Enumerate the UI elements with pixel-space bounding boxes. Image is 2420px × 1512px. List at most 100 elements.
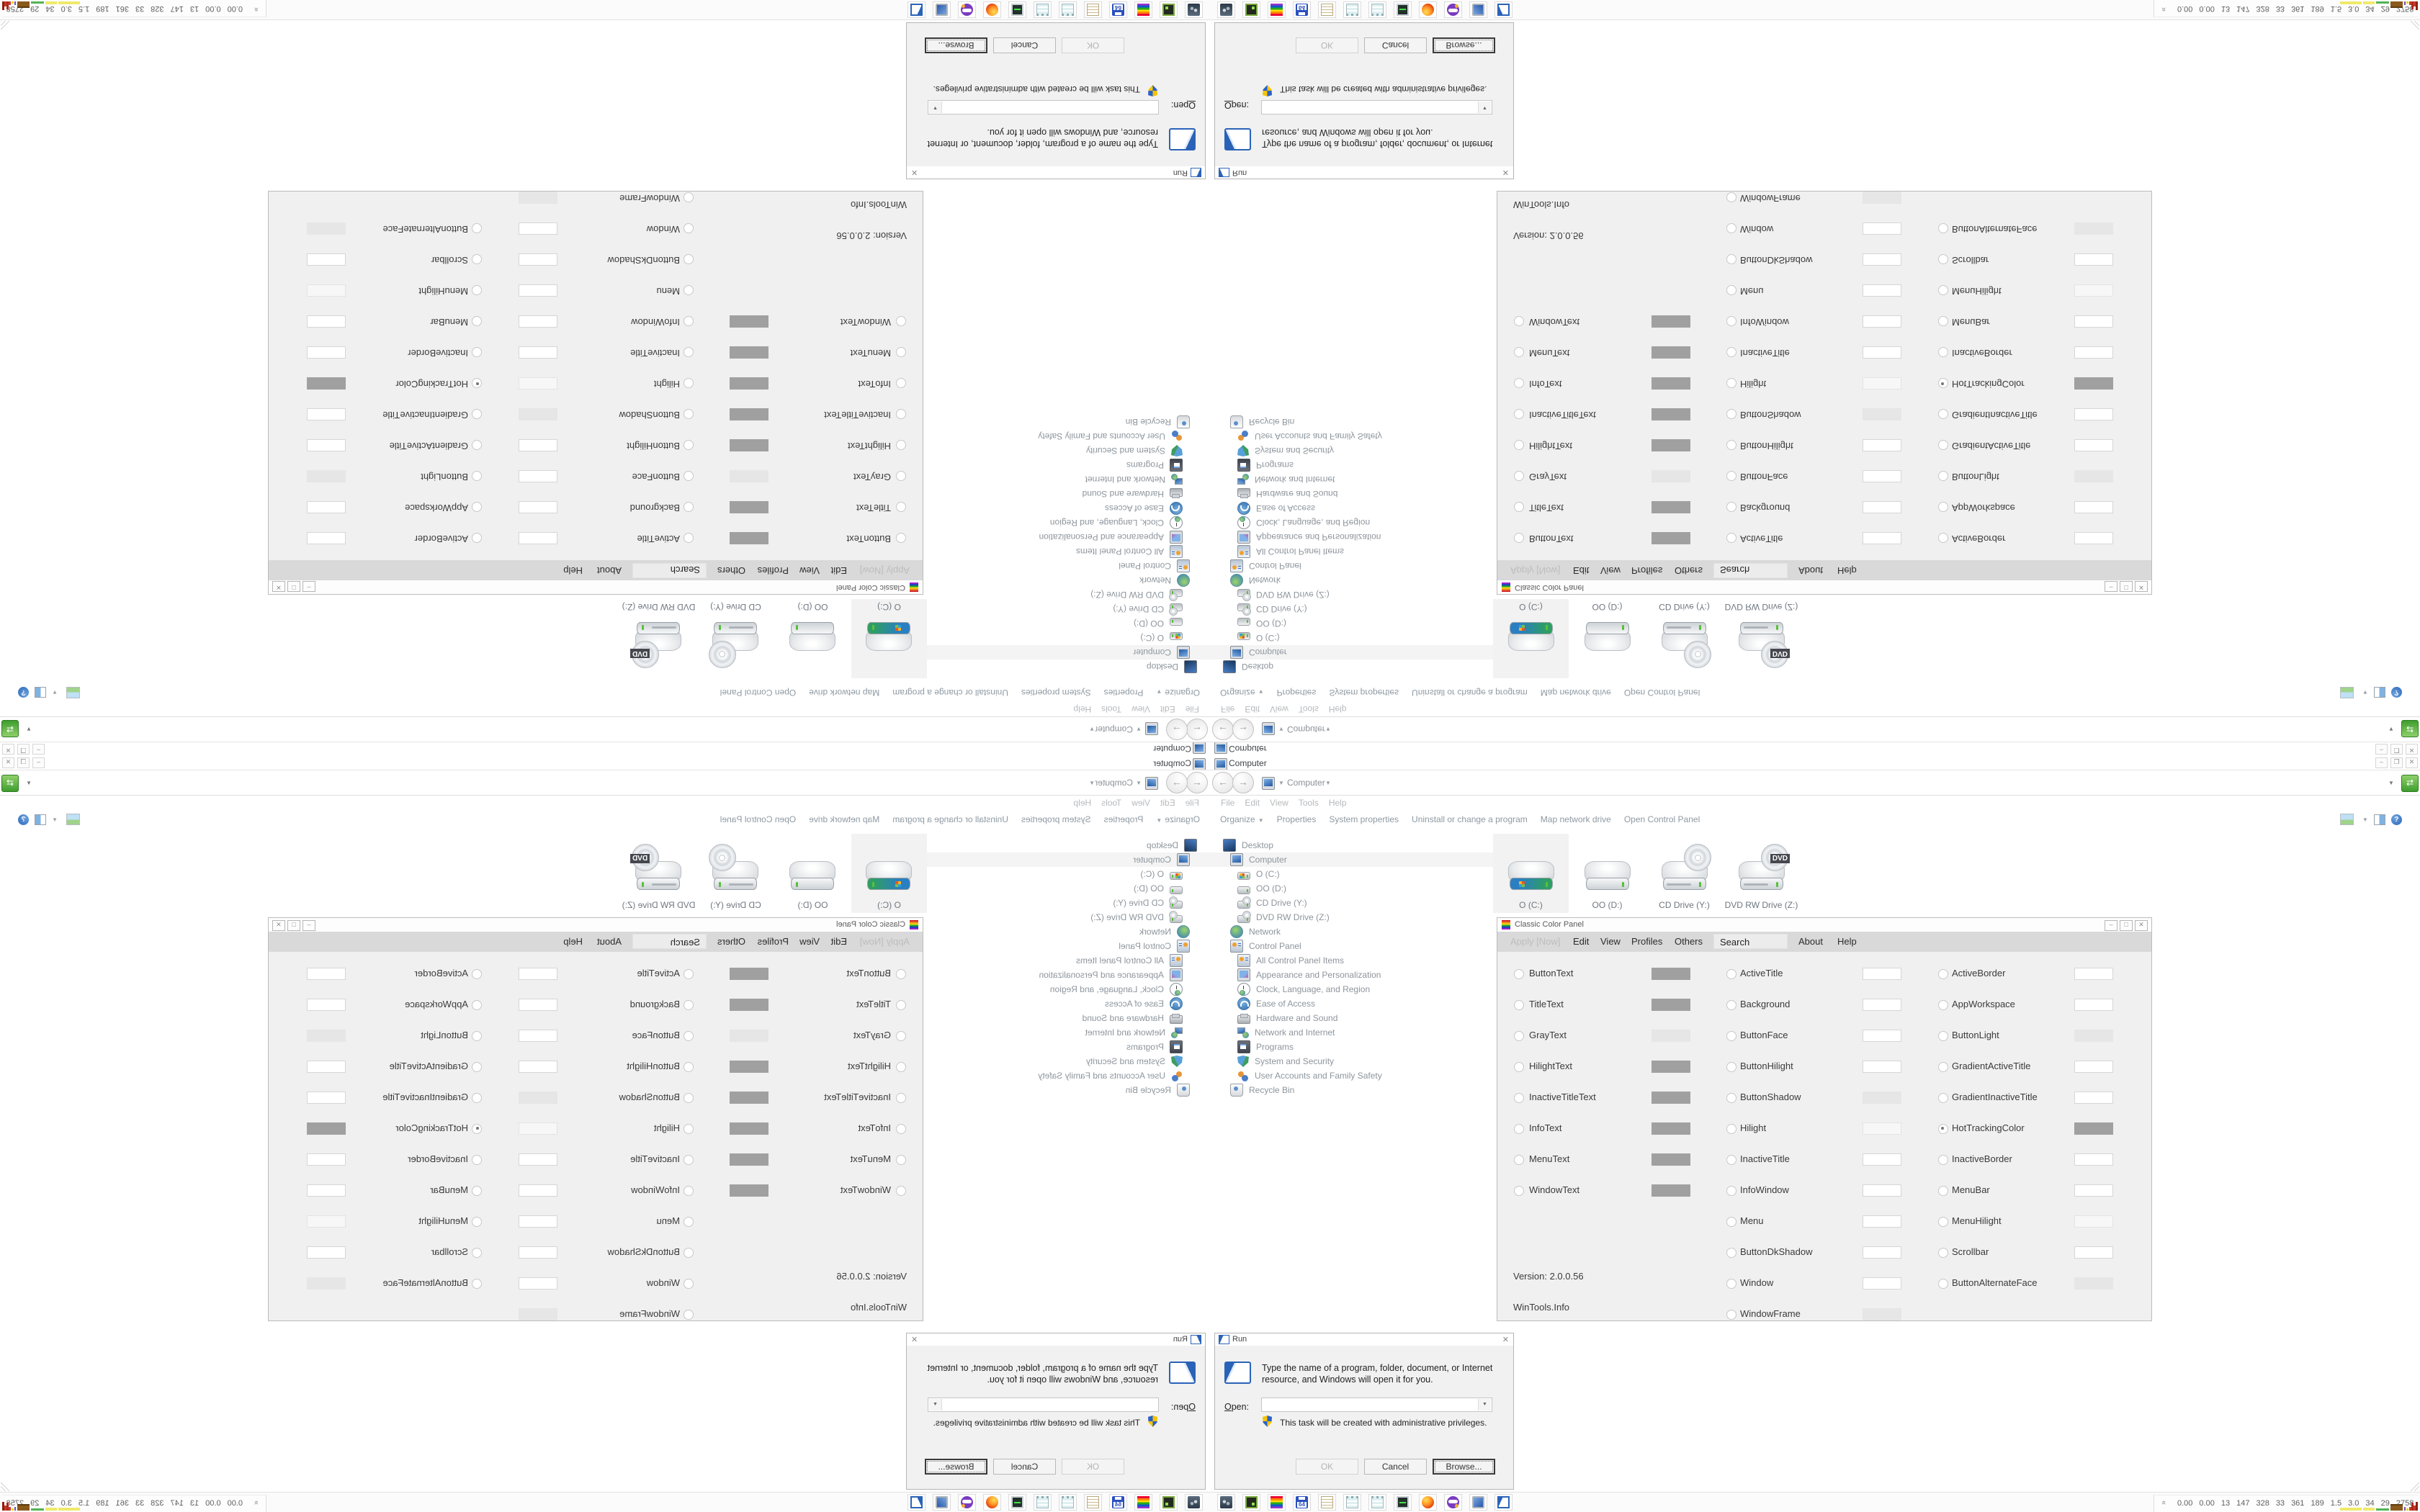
help-icon[interactable]: ? xyxy=(18,814,30,825)
taskbar-icon-disk-utility[interactable] xyxy=(1160,1,1178,18)
color-radio-buttontext[interactable] xyxy=(896,533,906,543)
cancel-button[interactable]: Cancel xyxy=(993,37,1056,53)
color-swatch-graytext[interactable] xyxy=(1652,1030,1690,1042)
drive-item-o-c[interactable]: O (C:) xyxy=(851,599,927,678)
menu-item-edit[interactable]: Edit xyxy=(1160,798,1175,808)
drive-item-o-c[interactable]: O (C:) xyxy=(1493,599,1569,678)
preview-pane-icon[interactable] xyxy=(35,814,47,825)
toolbar-button-map-network-drive[interactable]: Map network drive xyxy=(1541,688,1611,698)
color-swatch-buttonalternateface[interactable] xyxy=(2074,1277,2113,1290)
color-radio-window[interactable] xyxy=(684,223,694,233)
chevron-down-icon[interactable]: ▼ xyxy=(2362,816,2368,823)
color-swatch-inactivetitletext[interactable] xyxy=(1652,408,1690,420)
color-swatch-windowframe[interactable] xyxy=(1863,192,1901,204)
nav-item-network-and-internet[interactable]: Network and Internet xyxy=(1210,1025,1508,1040)
drive-item-cd-drive-y[interactable]: CD Drive (Y:) xyxy=(1646,599,1722,678)
close-button[interactable]: ✕ xyxy=(272,581,285,592)
color-swatch-window[interactable] xyxy=(1863,1277,1901,1290)
color-radio-inactiveborder[interactable] xyxy=(472,347,482,357)
color-swatch-scrollbar[interactable] xyxy=(2074,1246,2113,1259)
chevron-down-icon[interactable]: ▼ xyxy=(1278,780,1284,786)
resize-grip[interactable] xyxy=(1,21,13,33)
taskbar-icon-terminal[interactable] xyxy=(1008,1494,1026,1511)
color-radio-infowindow[interactable] xyxy=(684,316,694,326)
color-radio-buttontext[interactable] xyxy=(1514,969,1524,979)
resize-grip[interactable] xyxy=(1,1479,13,1491)
minimize-button[interactable]: – xyxy=(2375,757,2388,768)
color-swatch-activeborder[interactable] xyxy=(2074,968,2113,980)
nav-item-programs[interactable]: Programs xyxy=(1210,458,1508,472)
color-radio-buttontext[interactable] xyxy=(896,969,906,979)
color-radio-hottrackingcolor[interactable] xyxy=(472,1124,482,1134)
color-swatch-hilighttext[interactable] xyxy=(730,1061,768,1073)
nav-item-oo-d[interactable]: OO (D:) xyxy=(1210,881,1508,896)
color-swatch-buttonhilight[interactable] xyxy=(519,1061,557,1073)
back-button[interactable]: ← xyxy=(1212,772,1234,793)
nav-item-cd-drive-y[interactable]: CD Drive (Y:) xyxy=(912,896,1210,910)
nav-item-desktop[interactable]: Desktop xyxy=(1210,660,1494,674)
color-swatch-menu[interactable] xyxy=(519,284,557,297)
refresh-button[interactable]: ⇄ xyxy=(1,720,19,737)
search-input[interactable]: Search xyxy=(632,934,707,949)
color-swatch-inactivetitle[interactable] xyxy=(519,346,557,359)
toolbar-button-system-properties[interactable]: System properties xyxy=(1021,814,1091,824)
menu-item-others[interactable]: Others xyxy=(717,565,745,576)
color-swatch-hilight[interactable] xyxy=(519,1122,557,1135)
tray-expand-icon[interactable]: « xyxy=(251,1500,261,1506)
color-swatch-menu[interactable] xyxy=(519,1215,557,1228)
close-button[interactable]: ✕ xyxy=(272,920,285,931)
color-radio-buttonface[interactable] xyxy=(684,471,694,481)
color-radio-hottrackingcolor[interactable] xyxy=(1938,378,1948,388)
menu-item-view[interactable]: View xyxy=(1131,798,1150,808)
ok-button[interactable]: OK xyxy=(1062,37,1124,53)
taskbar-icon-firefox[interactable] xyxy=(1419,1,1437,18)
color-radio-buttonalternateface[interactable] xyxy=(1938,1279,1948,1289)
nav-item-o-c[interactable]: O (C:) xyxy=(912,867,1210,881)
color-swatch-background[interactable] xyxy=(1863,999,1901,1011)
toolbar-button-organize[interactable]: Organize▼ xyxy=(1156,688,1200,698)
color-radio-activeborder[interactable] xyxy=(472,533,482,543)
color-radio-infotext[interactable] xyxy=(896,378,906,388)
color-swatch-window[interactable] xyxy=(519,1277,557,1290)
drive-item-dvd-rw-drive-z[interactable]: DVD DVD RW Drive (Z:) xyxy=(621,834,696,913)
color-swatch-buttontext[interactable] xyxy=(1652,968,1690,980)
open-combobox[interactable]: ▼ xyxy=(1261,100,1492,114)
color-swatch-scrollbar[interactable] xyxy=(2074,253,2113,266)
drive-item-o-c[interactable]: O (C:) xyxy=(851,834,927,913)
color-radio-inactivetitletext[interactable] xyxy=(1514,409,1524,419)
nav-item-all-control-panel-items[interactable]: All Control Panel Items xyxy=(912,544,1210,559)
menu-item-help[interactable]: Help xyxy=(1073,798,1092,808)
back-button[interactable]: ← xyxy=(1186,719,1208,740)
color-swatch-buttondkshadow[interactable] xyxy=(1863,1246,1901,1259)
color-radio-gradientinactivetitle[interactable] xyxy=(1938,409,1948,419)
explorer-title-bar[interactable]: Computer xyxy=(0,756,1210,771)
color-swatch-infotext[interactable] xyxy=(1652,1122,1690,1135)
menu-item-tools[interactable]: Tools xyxy=(1101,798,1122,808)
color-radio-scrollbar[interactable] xyxy=(472,1248,482,1258)
search-input[interactable]: Search xyxy=(632,563,707,578)
color-radio-buttonlight[interactable] xyxy=(472,1031,482,1041)
menu-item-about[interactable]: About xyxy=(597,936,622,947)
color-swatch-background[interactable] xyxy=(1863,501,1901,513)
color-swatch-menu[interactable] xyxy=(1863,284,1901,297)
color-swatch-inactivetitle[interactable] xyxy=(519,1153,557,1166)
breadcrumb[interactable]: Computer xyxy=(1287,724,1325,734)
close-button[interactable]: ✕ xyxy=(2135,581,2148,592)
color-swatch-background[interactable] xyxy=(519,501,557,513)
nav-item-system-and-security[interactable]: System and Security xyxy=(1210,1054,1508,1068)
forward-button[interactable]: → xyxy=(1232,719,1254,740)
menu-item-edit[interactable]: Edit xyxy=(830,565,847,576)
color-radio-buttontext[interactable] xyxy=(1514,533,1524,543)
color-swatch-appworkspace[interactable] xyxy=(2074,501,2113,513)
color-radio-buttonlight[interactable] xyxy=(1938,1031,1948,1041)
color-swatch-windowtext[interactable] xyxy=(1652,315,1690,328)
nav-item-network[interactable]: Network xyxy=(919,924,1210,939)
taskbar-icon-notepad[interactable] xyxy=(1368,1494,1386,1511)
taskbar-icon-setup64[interactable]: 64 xyxy=(1109,1494,1127,1511)
menu-item-view[interactable]: View xyxy=(799,565,820,576)
color-radio-buttonshadow[interactable] xyxy=(1726,1093,1736,1103)
explorer-title-bar[interactable]: Computer xyxy=(1210,756,2420,771)
menu-item-file[interactable]: File xyxy=(1185,798,1199,808)
taskbar-icon-notepad[interactable] xyxy=(1059,1,1077,18)
color-swatch-window[interactable] xyxy=(1863,222,1901,235)
